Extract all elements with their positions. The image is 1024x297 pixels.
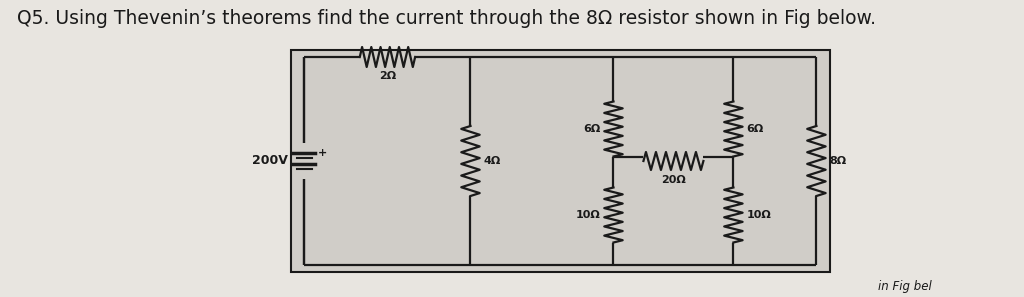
Text: 4Ω: 4Ω	[483, 156, 501, 166]
Text: 6Ω: 6Ω	[746, 124, 764, 134]
Bar	[291, 50, 830, 272]
Text: 10Ω: 10Ω	[746, 210, 771, 220]
Text: 200V: 200V	[252, 154, 288, 168]
Text: 8Ω: 8Ω	[829, 156, 847, 166]
Text: 6Ω: 6Ω	[584, 124, 600, 134]
Text: Q5. Using Thevenin’s theorems find the current through the 8Ω resistor shown in : Q5. Using Thevenin’s theorems find the c…	[16, 9, 876, 28]
Text: 2Ω: 2Ω	[379, 71, 396, 81]
Text: 10Ω: 10Ω	[575, 210, 600, 220]
Text: in Fig bel: in Fig bel	[878, 280, 932, 293]
Text: +: +	[318, 148, 328, 158]
Text: 20Ω: 20Ω	[662, 175, 686, 185]
